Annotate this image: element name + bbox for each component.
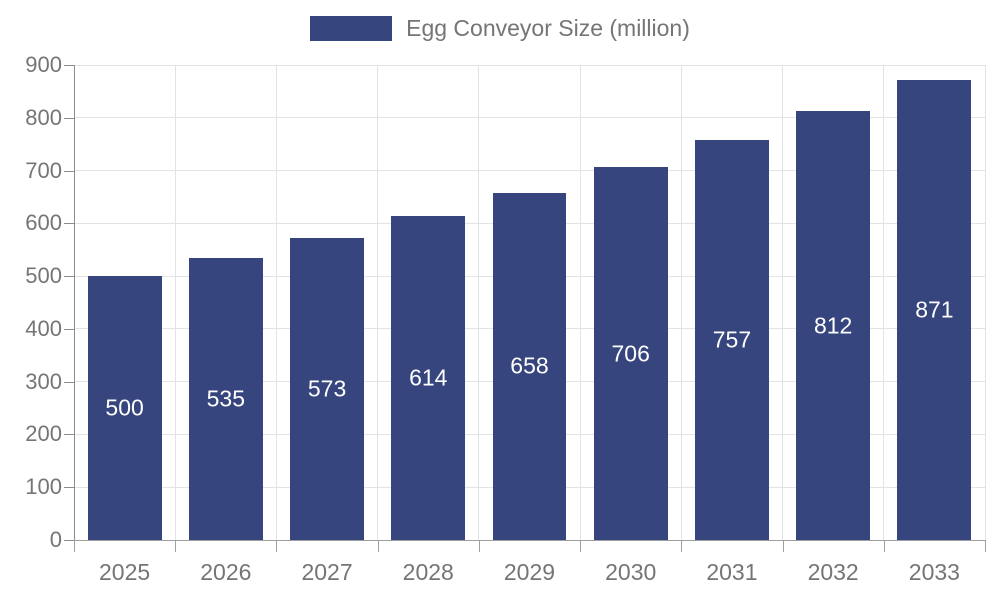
y-axis-tick-label: 500 [25, 263, 62, 289]
bar-value-label: 812 [813, 312, 853, 339]
bar-2025: 500 [87, 276, 162, 540]
x-axis-tick-label: 2028 [402, 559, 454, 585]
bar-value-label: 871 [915, 296, 954, 323]
gridline-vertical [275, 65, 277, 540]
y-axis-tick-label: 700 [25, 157, 62, 183]
x-axis-tick [580, 540, 582, 552]
y-axis-tick [64, 65, 74, 66]
y-axis-tick-label: 200 [25, 421, 62, 447]
x-axis-tick-label: 2033 [908, 559, 960, 585]
y-axis-tick-label: 400 [25, 315, 62, 341]
chart-legend[interactable]: Egg Conveyor Size (million) [0, 16, 1000, 41]
bar-value-label: 658 [510, 352, 549, 379]
gridline-vertical [782, 65, 784, 540]
y-axis-tick [64, 223, 74, 225]
bar-value-label: 706 [611, 340, 650, 367]
bar-2029: 658 [492, 192, 567, 540]
y-axis-tick [64, 117, 74, 119]
bar-2027: 573 [290, 237, 364, 540]
x-axis-tick-label: 2029 [503, 559, 556, 585]
gridline-vertical [377, 65, 379, 540]
bar-2026: 535 [188, 257, 263, 540]
bar-2030: 706 [593, 167, 668, 540]
bar-value-label: 573 [307, 375, 347, 402]
x-axis-tick-label: 2031 [706, 559, 758, 585]
gridline-vertical [680, 65, 682, 540]
y-axis-tick [64, 328, 74, 330]
y-axis-tick-label: 100 [25, 474, 62, 500]
x-axis-tick [681, 540, 683, 552]
bar-2032: 812 [796, 111, 871, 540]
gridline-vertical [174, 65, 176, 540]
bar-value-label: 535 [206, 385, 245, 412]
x-axis-tick [883, 540, 885, 552]
y-axis-tick [64, 487, 74, 489]
x-axis-tick [478, 540, 480, 552]
y-axis-tick-label: 800 [25, 104, 62, 130]
bar-value-label: 500 [105, 394, 144, 421]
plot-area: 500 535 573 614 658 706 757 812 871 [74, 64, 986, 540]
y-axis-tick [64, 381, 74, 383]
gridline-vertical [883, 65, 885, 540]
x-axis-tick [377, 540, 379, 552]
gridline-horizontal [74, 64, 985, 66]
x-axis-tick-label: 2025 [99, 559, 151, 585]
x-axis-tick-label: 2026 [200, 559, 252, 585]
legend-label: Egg Conveyor Size (million) [406, 15, 690, 41]
x-axis-tick-label: 2032 [807, 559, 859, 585]
y-axis-tick [64, 276, 74, 278]
gridline-horizontal [74, 117, 985, 119]
x-axis-tick [782, 540, 784, 552]
y-axis-tick-label: 0 [49, 527, 62, 552]
x-axis-tick-label: 2030 [605, 559, 657, 585]
y-axis-tick-label: 900 [25, 52, 62, 77]
y-axis-tick-label: 600 [25, 210, 62, 236]
y-axis-line [74, 65, 75, 552]
y-axis-tick [64, 170, 74, 172]
y-axis-tick [64, 540, 74, 541]
x-axis-tick [985, 540, 986, 552]
x-axis-tick [74, 540, 75, 552]
gridline-vertical [478, 65, 480, 540]
y-axis-tick-label: 300 [25, 368, 62, 394]
x-axis-tick [175, 540, 177, 552]
y-axis-tick [64, 434, 74, 436]
gridline-vertical [579, 65, 581, 540]
x-axis-line [74, 540, 985, 541]
gridline-vertical [984, 65, 986, 540]
x-axis-tick [276, 540, 278, 552]
bar-2028: 614 [391, 215, 466, 540]
legend-swatch-icon [310, 16, 393, 41]
bar-value-label: 757 [712, 326, 752, 353]
bar-2033: 871 [897, 80, 972, 540]
bar-2031: 757 [694, 140, 769, 540]
x-axis-tick-label: 2027 [301, 559, 353, 585]
gridline-horizontal [74, 170, 985, 172]
bar-value-label: 614 [409, 364, 448, 391]
